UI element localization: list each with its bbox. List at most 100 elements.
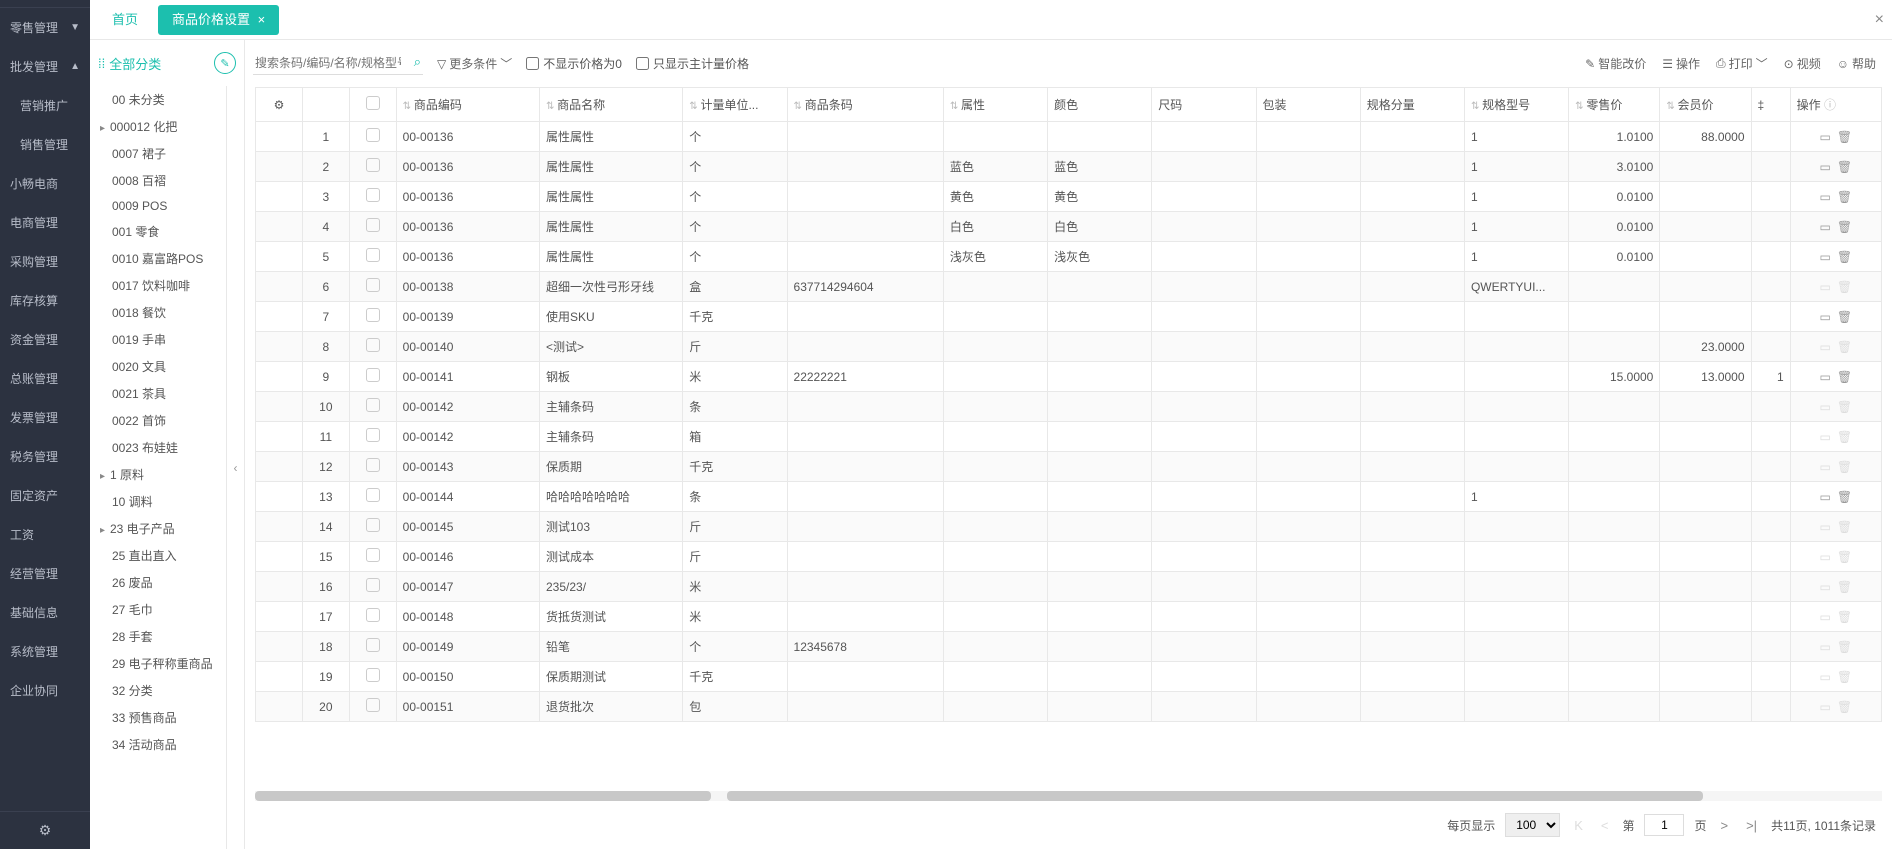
category-item[interactable]: 0019 手串	[94, 326, 226, 353]
cell-checkbox[interactable]	[349, 302, 396, 332]
print-button[interactable]: ⎙打印﹀	[1716, 55, 1768, 72]
row-edit-icon[interactable]: ▭	[1820, 490, 1831, 504]
row-delete-icon[interactable]: 🗑	[1837, 130, 1852, 144]
cell-checkbox[interactable]	[349, 632, 396, 662]
only-main-input[interactable]	[636, 57, 649, 70]
sidebar-item[interactable]: 批发管理▲	[0, 47, 90, 86]
th-model[interactable]: 规格型号	[1464, 88, 1568, 122]
page-prev[interactable]: <	[1597, 818, 1613, 833]
category-item[interactable]: 34 活动商品	[94, 731, 226, 758]
sidebar-item[interactable]: 基础信息	[0, 593, 90, 632]
category-item[interactable]: ▸23 电子产品	[94, 515, 226, 542]
operate-button[interactable]: ☰操作	[1662, 55, 1700, 72]
more-conditions[interactable]: ▽更多条件﹀	[437, 55, 512, 72]
th-attr[interactable]: 属性	[943, 88, 1047, 122]
smart-price-button[interactable]: ✎智能改价	[1585, 55, 1646, 72]
category-item[interactable]: 001 零食	[94, 218, 226, 245]
row-edit-icon[interactable]: ▭	[1820, 190, 1831, 204]
sidebar-item[interactable]: 工资	[0, 515, 90, 554]
sidebar-item[interactable]: 发票管理	[0, 398, 90, 437]
search-input[interactable]	[253, 52, 423, 75]
page-input[interactable]	[1644, 814, 1684, 836]
th-barcode[interactable]: 商品条码	[787, 88, 943, 122]
row-delete-icon[interactable]: 🗑	[1837, 490, 1852, 504]
category-item[interactable]: 0008 百褶	[94, 167, 226, 194]
hide-zero-input[interactable]	[526, 57, 539, 70]
category-item[interactable]: 0021 茶具	[94, 380, 226, 407]
checkbox-hide-zero[interactable]: 不显示价格为0	[526, 55, 622, 72]
row-edit-icon[interactable]: ▭	[1820, 130, 1831, 144]
cell-checkbox[interactable]	[349, 392, 396, 422]
sidebar-item[interactable]: 营销推广	[0, 86, 90, 125]
row-edit-icon[interactable]: ▭	[1820, 250, 1831, 264]
scrollbar-thumb[interactable]	[255, 791, 711, 801]
sidebar-settings[interactable]: ⚙	[0, 811, 90, 849]
video-button[interactable]: ⊙视频	[1784, 55, 1821, 72]
cell-checkbox[interactable]	[349, 242, 396, 272]
category-title[interactable]: 全部分类	[109, 54, 161, 73]
sidebar-item[interactable]: 销售管理	[0, 125, 90, 164]
row-delete-icon[interactable]: 🗑	[1837, 160, 1852, 174]
sidebar-item[interactable]: 经营管理	[0, 554, 90, 593]
category-item[interactable]: 0007 裙子	[94, 140, 226, 167]
per-page-select[interactable]: 100	[1505, 813, 1560, 837]
category-collapse[interactable]: ‹	[226, 86, 244, 849]
row-edit-icon[interactable]: ▭	[1820, 220, 1831, 234]
category-item[interactable]: 0020 文具	[94, 353, 226, 380]
cell-checkbox[interactable]	[349, 572, 396, 602]
category-item[interactable]: 0023 布娃娃	[94, 434, 226, 461]
category-item[interactable]: 25 直出直入	[94, 542, 226, 569]
category-item[interactable]: 10 调料	[94, 488, 226, 515]
cell-checkbox[interactable]	[349, 452, 396, 482]
cell-checkbox[interactable]	[349, 482, 396, 512]
horizontal-scrollbar[interactable]	[255, 791, 1882, 801]
th-code[interactable]: 商品编码	[396, 88, 539, 122]
cell-checkbox[interactable]	[349, 512, 396, 542]
category-edit-button[interactable]: ✎	[214, 52, 236, 74]
row-edit-icon[interactable]: ▭	[1820, 310, 1831, 324]
cell-checkbox[interactable]	[349, 182, 396, 212]
category-item[interactable]: 28 手套	[94, 623, 226, 650]
category-item[interactable]: 29 电子秤称重商品	[94, 650, 226, 677]
row-delete-icon[interactable]: 🗑	[1837, 250, 1852, 264]
search-icon[interactable]: ⌕	[414, 54, 421, 70]
th-size[interactable]: 尺码	[1152, 88, 1256, 122]
cell-checkbox[interactable]	[349, 122, 396, 152]
cell-checkbox[interactable]	[349, 542, 396, 572]
cell-checkbox[interactable]	[349, 272, 396, 302]
row-delete-icon[interactable]: 🗑	[1837, 220, 1852, 234]
category-item[interactable]: ▸1 原料	[94, 461, 226, 488]
tab-close-inline[interactable]: ×	[258, 12, 266, 27]
cell-checkbox[interactable]	[349, 152, 396, 182]
row-delete-icon[interactable]: 🗑	[1837, 190, 1852, 204]
sidebar-item[interactable]: 固定资产	[0, 476, 90, 515]
category-item[interactable]: 26 废品	[94, 569, 226, 596]
cell-checkbox[interactable]	[349, 212, 396, 242]
category-item[interactable]: 32 分类	[94, 677, 226, 704]
cell-checkbox[interactable]	[349, 362, 396, 392]
page-next[interactable]: >	[1717, 818, 1733, 833]
th-name[interactable]: 商品名称	[539, 88, 682, 122]
category-item[interactable]: 0010 嘉富路POS	[94, 245, 226, 272]
tab-price-settings[interactable]: 商品价格设置 ×	[158, 5, 279, 35]
sidebar-item[interactable]: 系统管理	[0, 632, 90, 671]
cell-checkbox[interactable]	[349, 602, 396, 632]
tabs-close-all[interactable]: ×	[1875, 11, 1884, 29]
category-item[interactable]: 33 预售商品	[94, 704, 226, 731]
sidebar-item[interactable]: 库存核算	[0, 281, 90, 320]
scrollbar-thumb[interactable]	[727, 791, 1703, 801]
page-last[interactable]: >|	[1742, 818, 1761, 833]
sidebar-item[interactable]: 电商管理	[0, 203, 90, 242]
th-gear[interactable]: ⚙	[256, 88, 303, 122]
cell-checkbox[interactable]	[349, 662, 396, 692]
tab-home[interactable]: 首页	[98, 5, 152, 35]
th-retail[interactable]: 零售价	[1569, 88, 1660, 122]
sidebar-item[interactable]: 资金管理	[0, 320, 90, 359]
th-unit[interactable]: 计量单位...	[683, 88, 787, 122]
th-pack[interactable]: 包装	[1256, 88, 1360, 122]
cell-checkbox[interactable]	[349, 692, 396, 722]
category-item[interactable]: 0017 饮料咖啡	[94, 272, 226, 299]
th-checkbox[interactable]	[349, 88, 396, 122]
row-edit-icon[interactable]: ▭	[1820, 370, 1831, 384]
category-item[interactable]: 0018 餐饮	[94, 299, 226, 326]
